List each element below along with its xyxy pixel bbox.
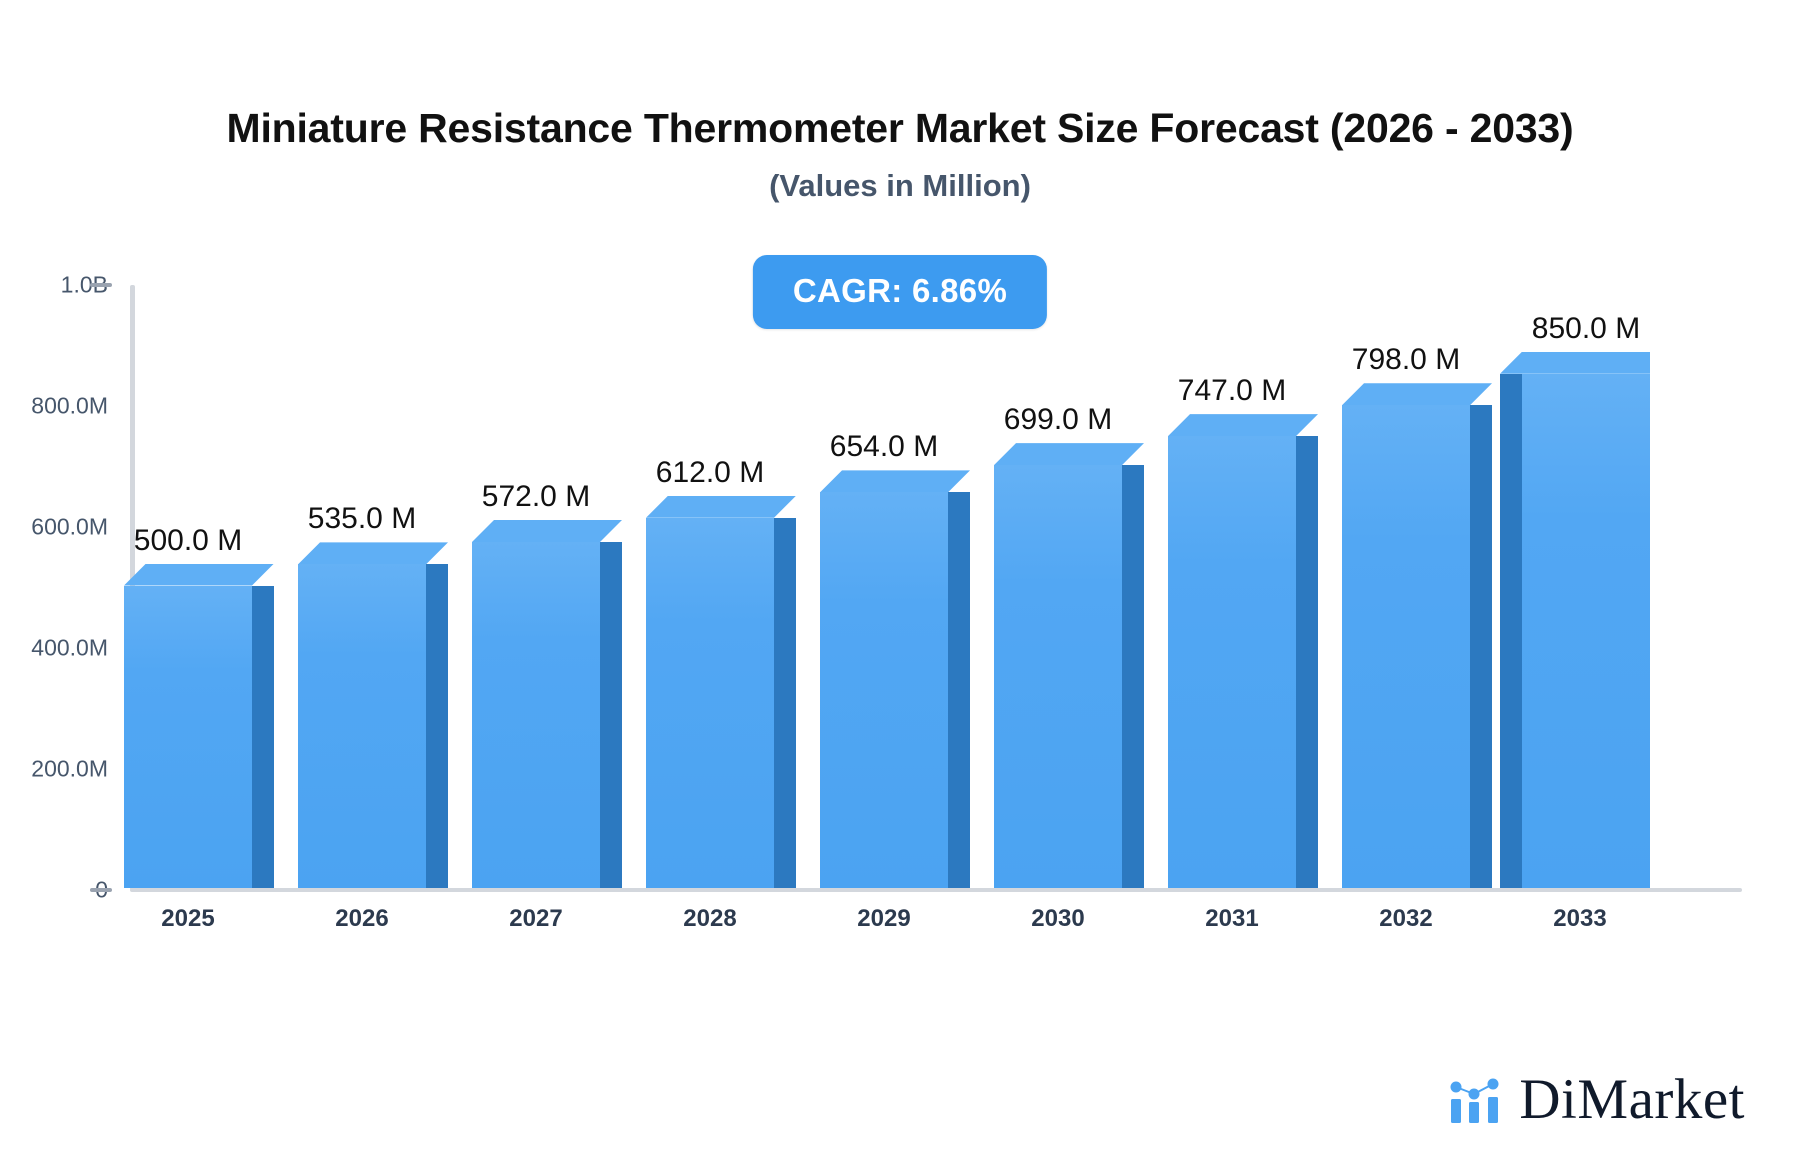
bar-side-face — [948, 492, 970, 888]
x-axis-label: 2030 — [1031, 905, 1085, 932]
bar-front-face — [1522, 373, 1650, 888]
cagr-badge: CAGR: 6.86% — [752, 255, 1048, 329]
bar-value-label: 535.0 M — [307, 502, 417, 536]
bar-value-label: 612.0 M — [655, 455, 765, 489]
bar-front-face — [994, 465, 1122, 888]
x-axis-label: 2032 — [1379, 905, 1433, 932]
bar-side-face — [1500, 373, 1522, 888]
y-axis-tickmark — [90, 283, 112, 287]
bar[interactable]: 654.0 M — [820, 430, 970, 888]
x-axis-label: 2033 — [1553, 905, 1607, 932]
bar-value-label: 500.0 M — [133, 523, 243, 557]
bar[interactable]: 747.0 M — [1168, 374, 1318, 888]
bar-front-face — [820, 492, 948, 888]
x-axis-label: 2026 — [335, 905, 389, 932]
bar-front-face — [124, 585, 252, 888]
bar[interactable]: 699.0 M — [994, 403, 1144, 888]
x-axis-label: 2025 — [161, 905, 215, 932]
bar[interactable]: 612.0 M — [646, 456, 796, 888]
bar-side-face — [600, 541, 622, 888]
bar[interactable]: 500.0 M — [124, 524, 274, 888]
x-axis-label: 2028 — [683, 905, 737, 932]
bar-value-label: 572.0 M — [481, 479, 591, 513]
bar-value-label: 850.0 M — [1531, 311, 1641, 345]
bar-top-face — [1342, 383, 1492, 406]
x-axis-label: 2029 — [857, 905, 911, 932]
x-axis-label: 2031 — [1205, 905, 1259, 932]
bar-top-face — [124, 563, 274, 586]
bar-value-label: 699.0 M — [1003, 403, 1113, 437]
bar-side-face — [1122, 465, 1144, 888]
bar[interactable]: 798.0 M — [1342, 343, 1492, 888]
chart-subtitle: (Values in Million) — [769, 168, 1031, 203]
bar-side-face — [426, 564, 448, 888]
y-axis-label: 600.0M — [31, 513, 108, 540]
bar-front-face — [1342, 405, 1470, 888]
bar-value-label: 747.0 M — [1177, 374, 1287, 408]
bar[interactable]: 535.0 M — [298, 502, 448, 888]
bar-top-face — [646, 495, 796, 518]
bar-front-face — [646, 517, 774, 888]
bar-side-face — [1296, 436, 1318, 888]
plot-area: 500.0 M 535.0 M 572.0 M 612.0 M 654.0 M 699.0… — [31, 272, 1742, 932]
bar-chart-logo-icon — [1450, 1078, 1499, 1123]
bar-top-face — [820, 470, 970, 493]
bar-top-face — [472, 519, 622, 542]
bar-front-face — [298, 564, 426, 888]
logo-wordmark: DiMarket — [1519, 1068, 1745, 1131]
bar-value-label: 798.0 M — [1351, 343, 1461, 377]
bar-top-face — [994, 443, 1144, 466]
bar-top-face — [1168, 414, 1318, 437]
bar-top-face — [298, 542, 448, 565]
bar-value-label: 654.0 M — [829, 430, 939, 464]
bar-side-face — [1470, 405, 1492, 888]
bar-top-face — [1500, 351, 1650, 374]
bar-side-face — [252, 585, 274, 888]
bar[interactable]: 850.0 M — [1500, 312, 1650, 888]
x-axis-label: 2027 — [509, 905, 563, 932]
y-axis-tickmark — [90, 888, 112, 892]
dimarket-logo: DiMarket — [1447, 1071, 1745, 1128]
bar-front-face — [472, 541, 600, 888]
y-axis-label: 200.0M — [31, 755, 108, 782]
bar-side-face — [774, 517, 796, 888]
chart-title: Miniature Resistance Thermometer Market … — [226, 105, 1574, 151]
bar[interactable]: 572.0 M — [472, 480, 622, 888]
bar-front-face — [1168, 436, 1296, 888]
y-axis-label: 800.0M — [31, 392, 108, 419]
y-axis-label: 400.0M — [31, 634, 108, 661]
x-axis-line — [130, 888, 1742, 892]
bars-layer: 500.0 M 535.0 M 572.0 M 612.0 M 654.0 M 699.0… — [124, 285, 1740, 890]
